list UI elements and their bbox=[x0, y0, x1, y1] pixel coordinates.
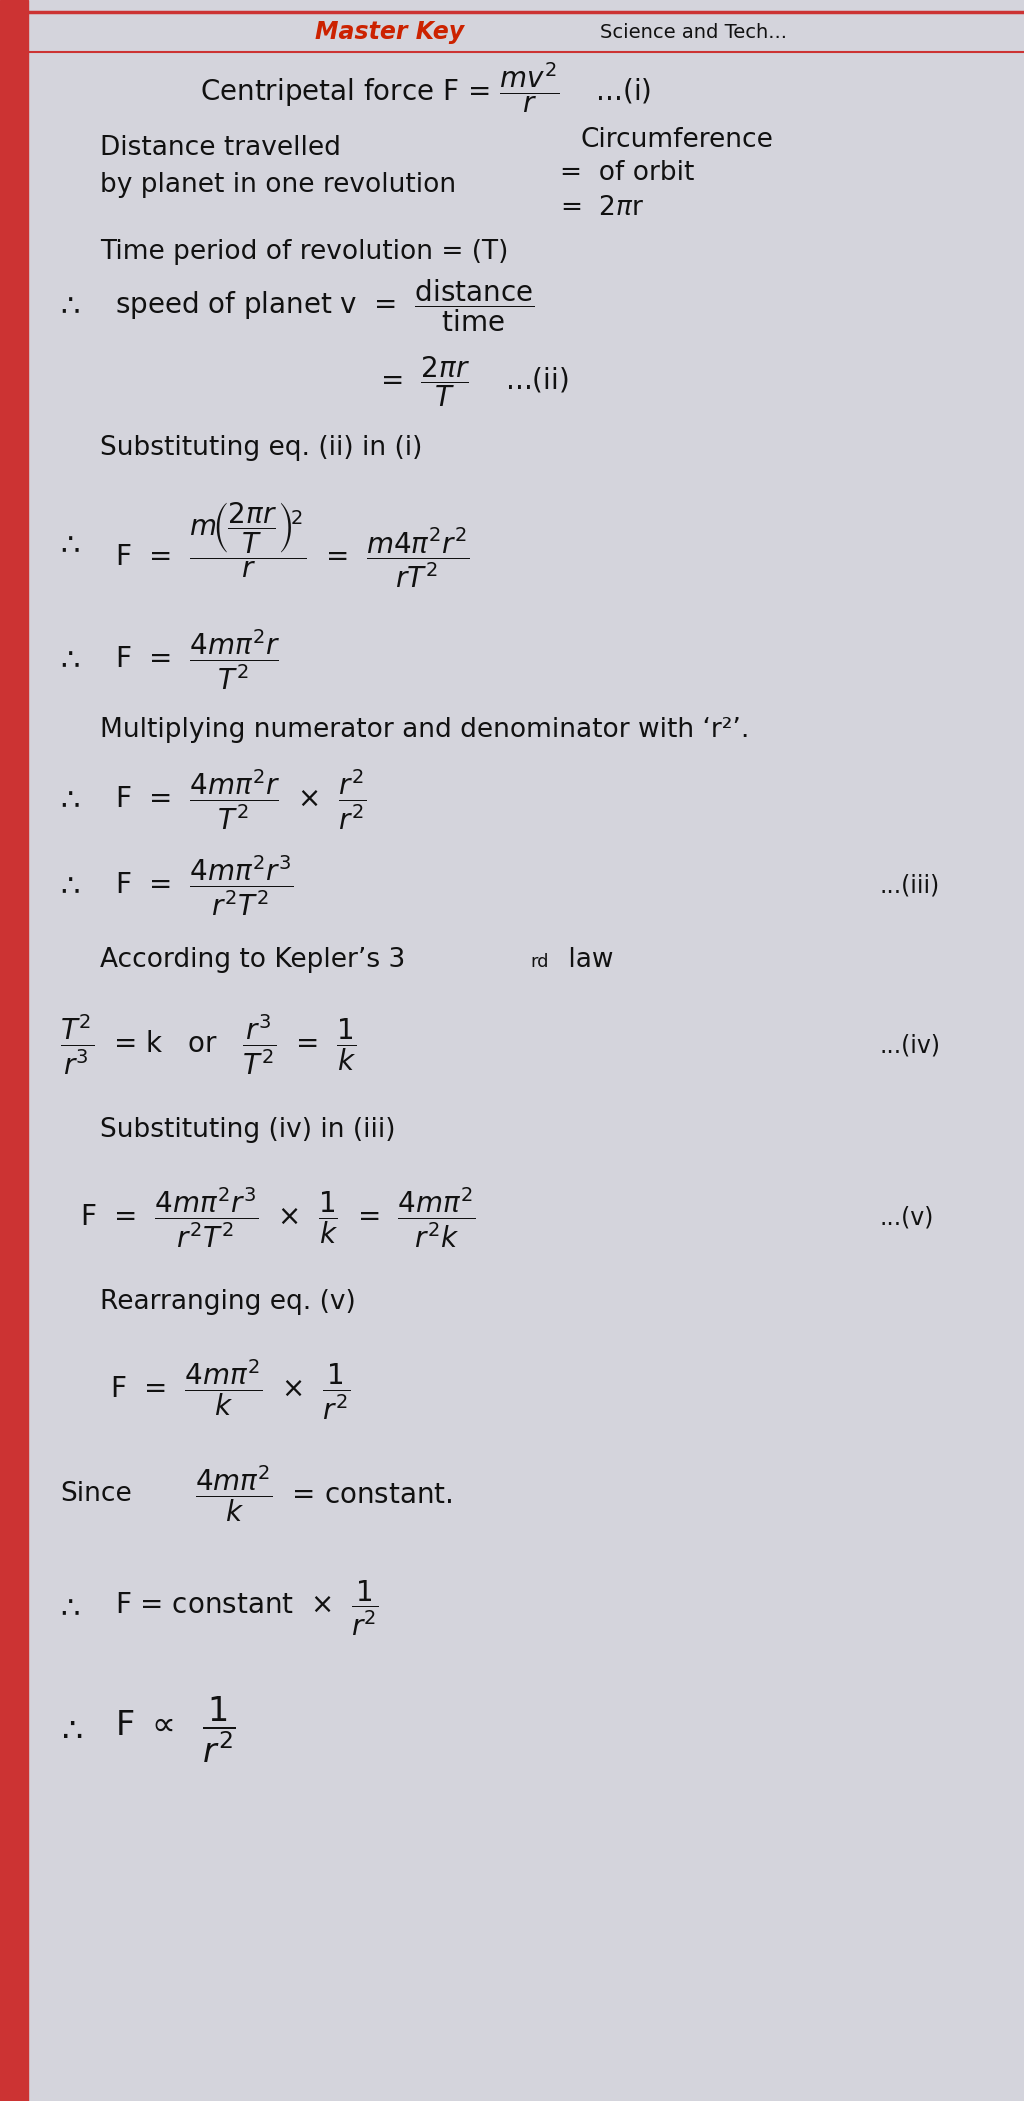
Text: ...(iii): ...(iii) bbox=[880, 874, 940, 897]
Text: =  $\dfrac{2\pi r}{T}$    ...(ii): = $\dfrac{2\pi r}{T}$ ...(ii) bbox=[380, 355, 568, 410]
Text: $\dfrac{4m\pi^2}{k}$  = constant.: $\dfrac{4m\pi^2}{k}$ = constant. bbox=[195, 1464, 453, 1525]
Text: $\therefore$: $\therefore$ bbox=[55, 872, 81, 901]
Text: Distance travelled: Distance travelled bbox=[100, 134, 341, 162]
Text: $\therefore$: $\therefore$ bbox=[55, 292, 81, 321]
Text: F = constant  $\times$  $\dfrac{1}{r^2}$: F = constant $\times$ $\dfrac{1}{r^2}$ bbox=[115, 1578, 379, 1639]
Text: Science and Tech...: Science and Tech... bbox=[600, 23, 787, 42]
Text: rd: rd bbox=[530, 954, 549, 971]
Text: F  =  $\dfrac{4m\pi^2 r^3}{r^2 T^2}$  $\times$  $\dfrac{1}{k}$  =  $\dfrac{4m\pi: F = $\dfrac{4m\pi^2 r^3}{r^2 T^2}$ $\tim… bbox=[80, 1185, 476, 1250]
Text: Rearranging eq. (v): Rearranging eq. (v) bbox=[100, 1290, 355, 1315]
Text: $\therefore$: $\therefore$ bbox=[55, 1714, 83, 1746]
Text: According to Kepler’s 3: According to Kepler’s 3 bbox=[100, 948, 406, 973]
Text: Time period of revolution = (T): Time period of revolution = (T) bbox=[100, 240, 508, 265]
Text: Master Key: Master Key bbox=[315, 21, 465, 44]
Text: $\therefore$: $\therefore$ bbox=[55, 1593, 81, 1622]
Text: Multiplying numerator and denominator with ‘r²’.: Multiplying numerator and denominator wi… bbox=[100, 716, 750, 744]
Text: =  2$\pi$r: = 2$\pi$r bbox=[560, 195, 644, 221]
Text: $\therefore$: $\therefore$ bbox=[55, 529, 81, 559]
Bar bbox=[0, 0, 28, 2101]
Text: F $\propto$  $\dfrac{1}{r^2}$: F $\propto$ $\dfrac{1}{r^2}$ bbox=[115, 1696, 236, 1765]
Text: by planet in one revolution: by planet in one revolution bbox=[100, 172, 456, 197]
Text: Substituting (iv) in (iii): Substituting (iv) in (iii) bbox=[100, 1118, 395, 1143]
Text: Circumference: Circumference bbox=[580, 126, 773, 153]
Text: law: law bbox=[560, 948, 613, 973]
Text: F  =  $\dfrac{m\!\left(\dfrac{2\pi r}{T}\right)^{\!2}}{r}$  =  $\dfrac{m4\pi^2 r: F = $\dfrac{m\!\left(\dfrac{2\pi r}{T}\r… bbox=[115, 500, 470, 590]
Text: Substituting eq. (ii) in (i): Substituting eq. (ii) in (i) bbox=[100, 435, 422, 460]
Text: F  =  $\dfrac{4m\pi^2 r^3}{r^2 T^2}$: F = $\dfrac{4m\pi^2 r^3}{r^2 T^2}$ bbox=[115, 853, 293, 918]
Text: $\therefore$: $\therefore$ bbox=[55, 645, 81, 674]
Text: F  =  $\dfrac{4m\pi^2 r}{T^2}$: F = $\dfrac{4m\pi^2 r}{T^2}$ bbox=[115, 628, 281, 691]
Text: F  =  $\dfrac{4m\pi^2}{k}$  $\times$  $\dfrac{1}{r^2}$: F = $\dfrac{4m\pi^2}{k}$ $\times$ $\dfra… bbox=[110, 1357, 350, 1422]
Text: =  of orbit: = of orbit bbox=[560, 160, 694, 187]
Text: F  =  $\dfrac{4m\pi^2 r}{T^2}$  $\times$  $\dfrac{r^2}{r^2}$: F = $\dfrac{4m\pi^2 r}{T^2}$ $\times$ $\… bbox=[115, 767, 367, 832]
Text: ...(v): ...(v) bbox=[880, 1206, 934, 1229]
Text: $\dfrac{T^2}{r^3}$  = k   or   $\dfrac{r^3}{T^2}$  =  $\dfrac{1}{k}$: $\dfrac{T^2}{r^3}$ = k or $\dfrac{r^3}{T… bbox=[60, 1013, 356, 1078]
Text: Centripetal force F = $\dfrac{mv^2}{r}$    ...(i): Centripetal force F = $\dfrac{mv^2}{r}$ … bbox=[200, 61, 651, 116]
Text: ...(iv): ...(iv) bbox=[880, 1034, 941, 1057]
Text: Since: Since bbox=[60, 1481, 132, 1506]
Text: $\therefore$: $\therefore$ bbox=[55, 786, 81, 815]
Text: speed of planet v  =  $\dfrac{\mathrm{distance}}{\mathrm{time}}$: speed of planet v = $\dfrac{\mathrm{dist… bbox=[115, 277, 535, 334]
